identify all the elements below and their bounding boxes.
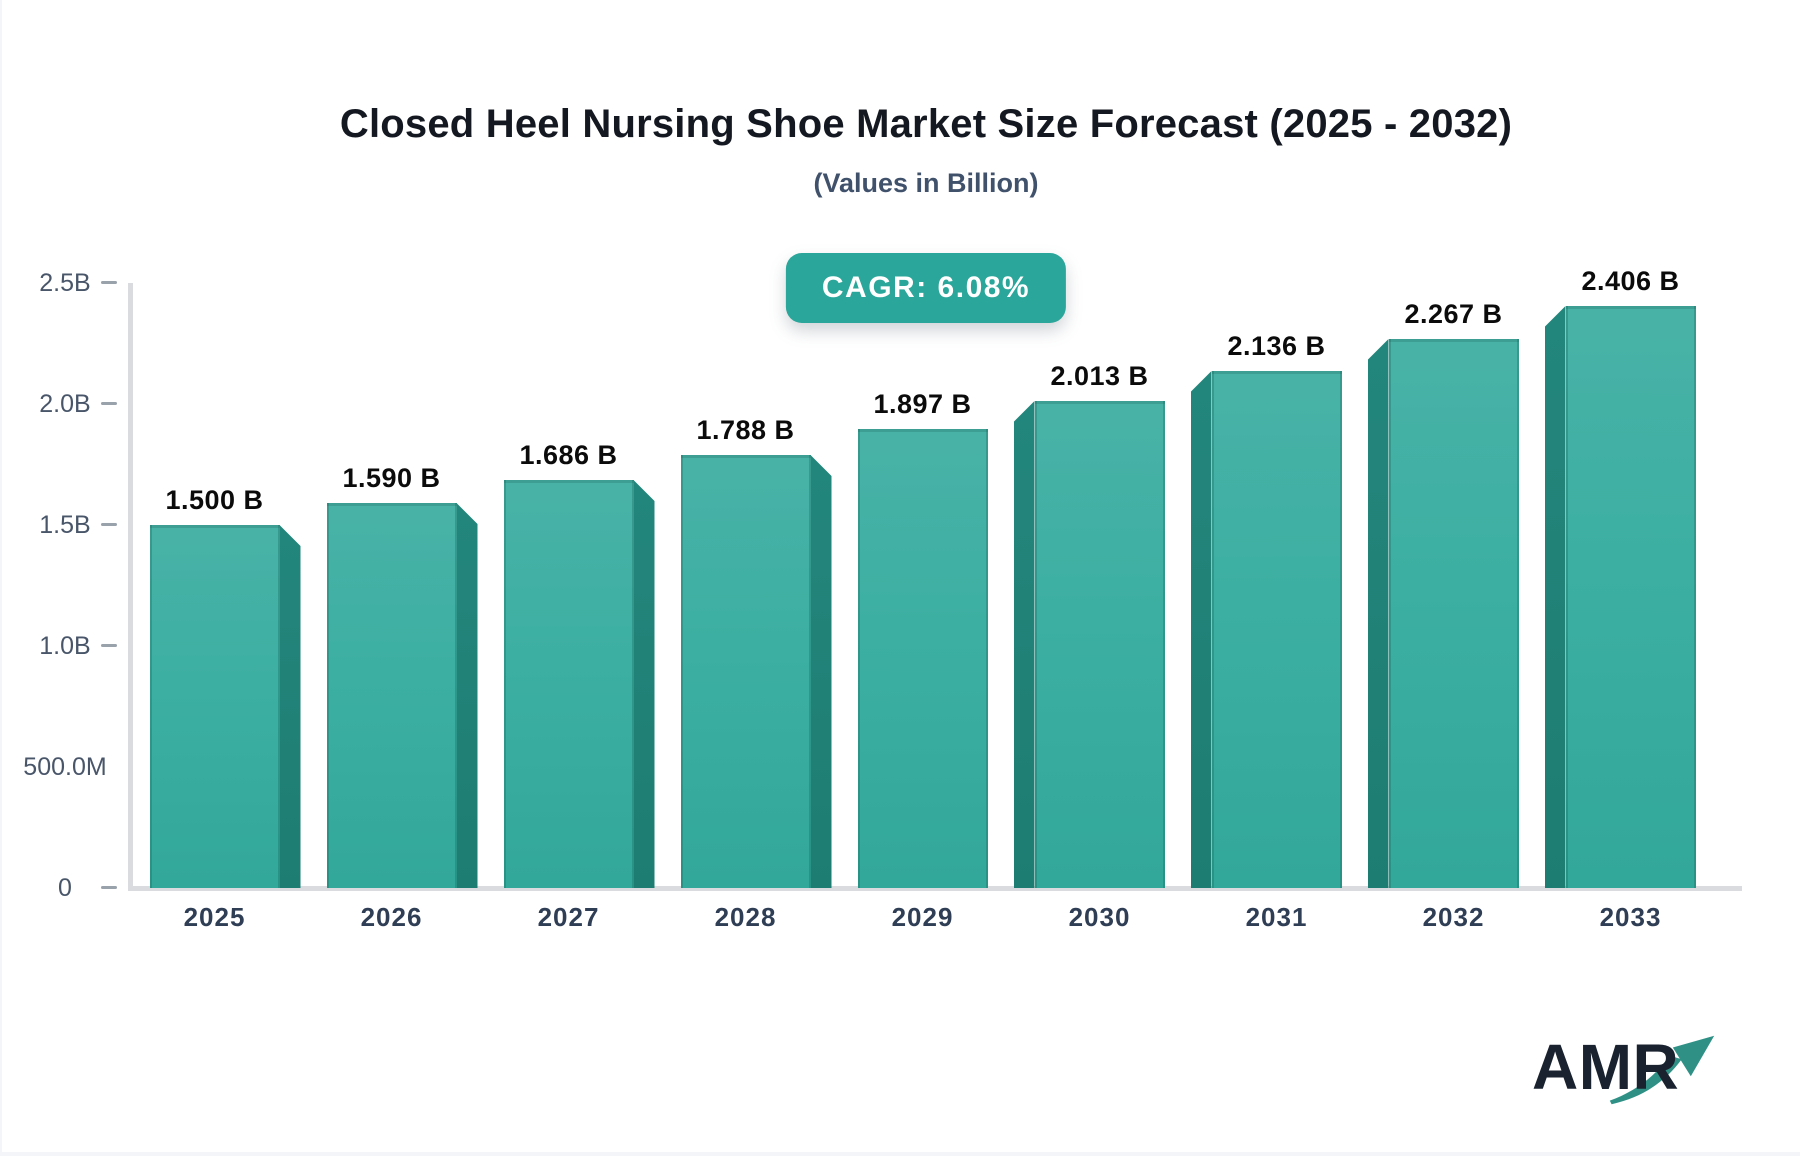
value-label-2029: 1.897 B — [873, 389, 972, 419]
y-tick-dash-2.0B — [101, 402, 117, 405]
x-tick-label-2031: 2031 — [1245, 902, 1308, 932]
value-label-2031: 2.136 B — [1227, 331, 1326, 361]
amr-logo-text: AMR — [1532, 1031, 1680, 1103]
y-tick-dash-1.0B — [101, 644, 117, 647]
bar-side-2030 — [1013, 401, 1035, 888]
value-label-2027: 1.686 B — [519, 440, 618, 470]
x-tick-label-2030: 2030 — [1068, 902, 1131, 932]
y-tick-label-1.0B: 1.0B — [39, 632, 91, 660]
bar-2030 — [1034, 401, 1165, 888]
x-tick-label-2028: 2028 — [714, 902, 777, 932]
bar-side-2028 — [810, 455, 832, 888]
y-tick-label-2.0B: 2.0B — [39, 390, 91, 418]
value-label-2025: 1.500 B — [165, 485, 264, 515]
y-tick-dash-1.5B — [101, 523, 117, 526]
amr-logo: AMR — [1532, 1030, 1742, 1126]
value-label-2026: 1.590 B — [342, 463, 441, 493]
bar-2025 — [149, 525, 280, 888]
chart-subtitle: (Values in Billion) — [813, 168, 1039, 198]
bar-side-2032 — [1367, 339, 1389, 888]
x-tick-label-2026: 2026 — [360, 902, 423, 932]
bar-side-2033 — [1544, 306, 1566, 888]
bar-2031 — [1211, 371, 1342, 888]
value-label-2033: 2.406 B — [1581, 266, 1680, 296]
y-tick-dash-2.5B — [101, 281, 117, 284]
bar-2028 — [680, 455, 811, 888]
x-axis-line — [128, 886, 1742, 891]
value-label-2030: 2.013 B — [1050, 361, 1149, 391]
y-tick-label-1.5B: 1.5B — [39, 511, 91, 539]
x-tick-label-2027: 2027 — [537, 902, 600, 932]
y-tick-dash-0 — [101, 886, 117, 889]
bar-2033 — [1565, 306, 1696, 888]
x-tick-label-2025: 2025 — [183, 902, 246, 932]
bar-side-2025 — [279, 525, 301, 888]
x-tick-label-2033: 2033 — [1599, 902, 1662, 932]
bar-2027 — [503, 480, 634, 888]
bar-side-2027 — [633, 480, 655, 888]
growth-arrow-icon — [1609, 1035, 1715, 1105]
bar-2032 — [1388, 339, 1519, 888]
bar-side-2026 — [456, 503, 478, 888]
y-tick-label-2.5B: 2.5B — [39, 269, 91, 297]
bar-2029 — [857, 429, 988, 888]
chart-title: Closed Heel Nursing Shoe Market Size For… — [339, 102, 1513, 146]
bar-side-2031 — [1190, 371, 1212, 888]
cagr-badge: CAGR: 6.08% — [785, 253, 1067, 323]
y-tick-label-500.0M: 500.0M — [23, 753, 107, 781]
x-tick-label-2029: 2029 — [891, 902, 954, 932]
x-tick-label-2032: 2032 — [1422, 902, 1485, 932]
y-tick-label-0: 0 — [58, 874, 72, 902]
bar-2026 — [326, 503, 457, 888]
value-label-2032: 2.267 B — [1404, 299, 1503, 329]
y-axis-line — [128, 283, 133, 891]
value-label-2028: 1.788 B — [696, 415, 795, 445]
